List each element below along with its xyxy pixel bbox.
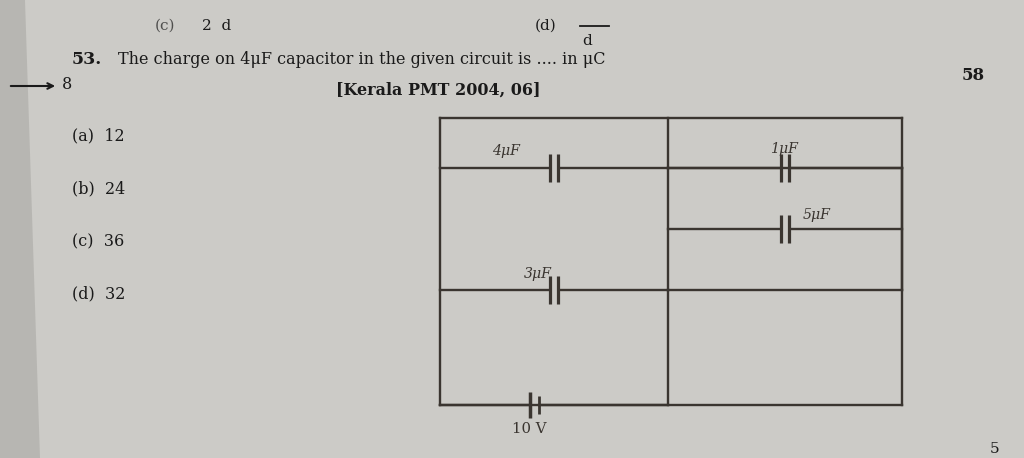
- Text: 1μF: 1μF: [770, 142, 798, 156]
- Text: (b)  24: (b) 24: [72, 180, 125, 197]
- Text: 2  d: 2 d: [202, 19, 231, 33]
- Text: The charge on 4μF capacitor in the given circuit is .... in μC: The charge on 4μF capacitor in the given…: [118, 51, 605, 68]
- Text: (c): (c): [155, 19, 175, 33]
- Text: (d): (d): [535, 19, 557, 33]
- Text: 53.: 53.: [72, 51, 102, 68]
- Text: 4μF: 4μF: [492, 144, 520, 158]
- Text: 8: 8: [62, 76, 73, 93]
- Text: (d)  32: (d) 32: [72, 285, 125, 302]
- Text: d: d: [582, 34, 592, 48]
- Polygon shape: [0, 0, 40, 458]
- Text: 3μF: 3μF: [524, 267, 552, 281]
- Text: 10 V: 10 V: [512, 422, 547, 436]
- Text: (c)  36: (c) 36: [72, 233, 124, 250]
- Text: [Kerala PMT 2004, 06]: [Kerala PMT 2004, 06]: [336, 82, 541, 99]
- Text: 5μF: 5μF: [803, 208, 830, 222]
- Text: (a)  12: (a) 12: [72, 127, 125, 144]
- Text: 5: 5: [990, 442, 999, 456]
- Text: 58: 58: [962, 67, 985, 84]
